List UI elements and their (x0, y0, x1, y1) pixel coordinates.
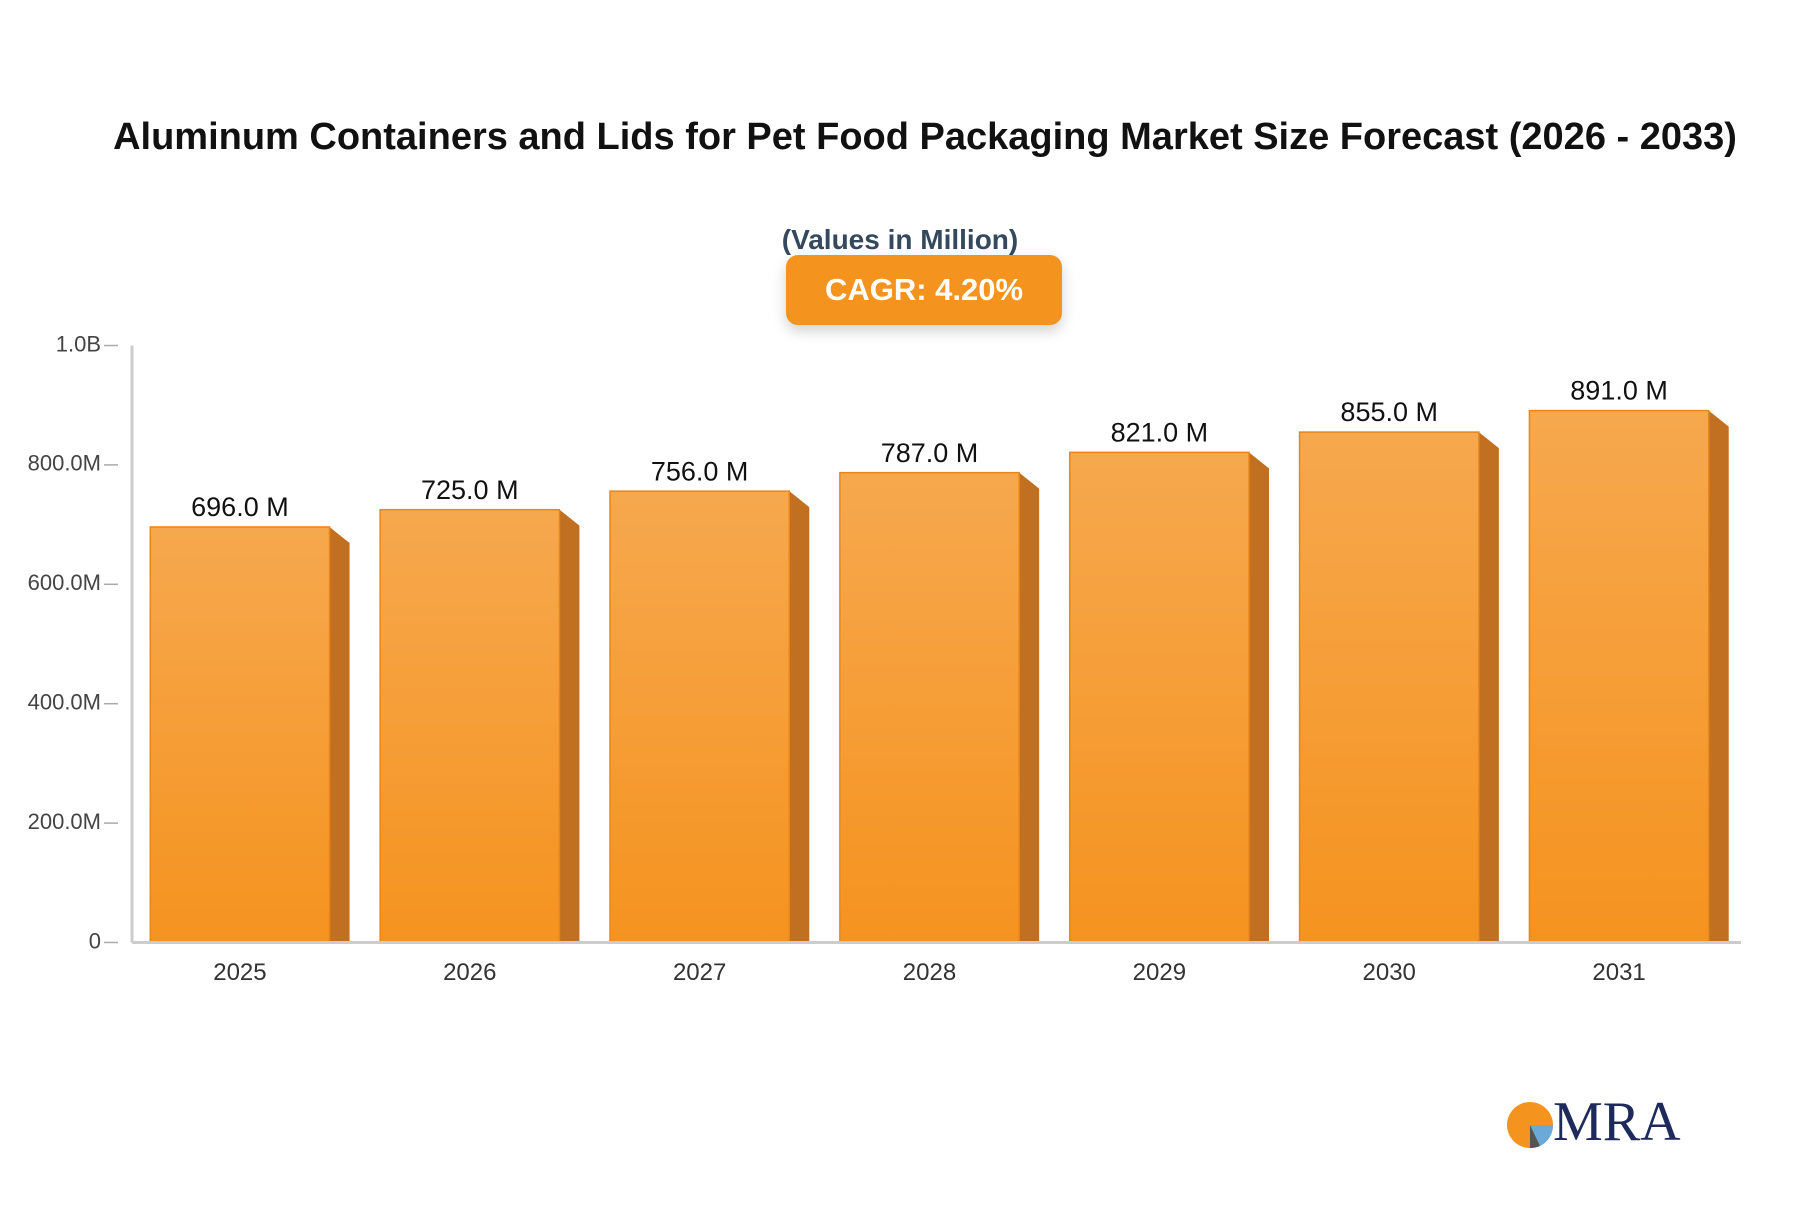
x-tick-label: 2031 (1592, 959, 1645, 986)
bar (609, 490, 791, 944)
x-tick-label: 2029 (1133, 959, 1186, 986)
data-label: 787.0 M (881, 438, 979, 468)
x-tick-label: 2027 (673, 959, 726, 986)
data-label: 696.0 M (191, 492, 289, 522)
bar (149, 526, 331, 944)
y-tick-label: 400.0M (28, 690, 101, 715)
y-tick-label: 600.0M (28, 570, 101, 595)
bar-side (789, 491, 810, 943)
x-tick-label: 2025 (213, 959, 266, 986)
bar (1068, 451, 1250, 944)
data-label: 756.0 M (651, 456, 749, 486)
bar-side (1708, 410, 1729, 943)
x-tick-label: 2026 (443, 959, 496, 986)
bar (1528, 409, 1710, 944)
bar-side (329, 526, 350, 943)
data-label: 891.0 M (1570, 376, 1668, 406)
bar-side (559, 509, 580, 943)
chart-subtitle: (Values in Million) (781, 224, 1019, 255)
y-tick-label: 0 (89, 928, 101, 953)
x-tick-label: 2030 (1363, 959, 1416, 986)
y-tick-label: 800.0M (28, 451, 101, 476)
bar-side (1249, 452, 1270, 943)
data-label: 725.0 M (421, 475, 519, 505)
y-tick-label: 200.0M (28, 809, 101, 834)
bar (839, 471, 1020, 944)
data-label: 855.0 M (1340, 397, 1438, 427)
logo-text: MRA (1553, 1091, 1681, 1153)
bar-side (1478, 432, 1499, 943)
bar-side (1019, 472, 1040, 943)
x-tick-label: 2028 (903, 959, 956, 986)
logo-icon-slice (1530, 1125, 1540, 1149)
logo-icon-slice (1530, 1125, 1554, 1146)
data-label: 821.0 M (1111, 417, 1209, 447)
bar (379, 508, 561, 944)
bar (1298, 431, 1480, 944)
chart-title: Aluminum Containers and Lids for Pet Foo… (113, 116, 1737, 158)
cagr-badge: CAGR: 4.20% (786, 255, 1062, 325)
y-tick-label: 1.0B (56, 331, 101, 356)
